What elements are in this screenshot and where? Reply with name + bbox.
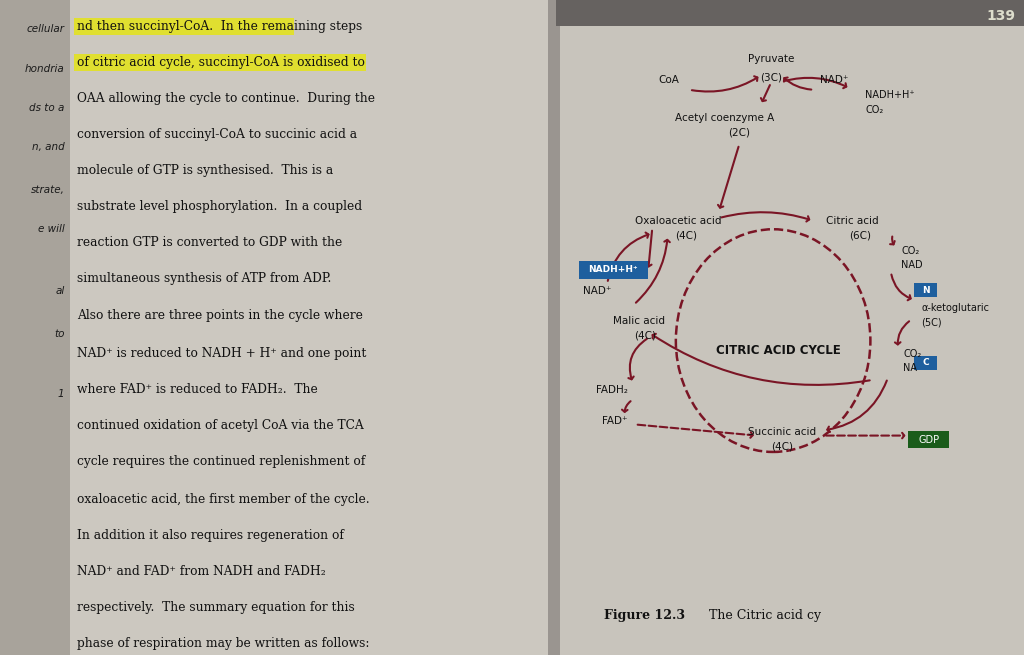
Text: CO₂: CO₂ [865, 105, 884, 115]
Text: α-ketoglutaric: α-ketoglutaric [922, 303, 989, 313]
Text: NAD⁺ is reduced to NADH + H⁺ and one point: NAD⁺ is reduced to NADH + H⁺ and one poi… [77, 347, 367, 360]
Text: (4C): (4C) [675, 231, 697, 241]
Text: Also there are three points in the cycle where: Also there are three points in the cycle… [77, 309, 362, 322]
Text: Oxaloacetic acid: Oxaloacetic acid [635, 216, 721, 227]
Text: NAD: NAD [901, 260, 923, 271]
Text: (4C): (4C) [771, 441, 794, 452]
Text: Figure 12.3: Figure 12.3 [604, 609, 685, 622]
Text: cellular: cellular [27, 24, 65, 35]
Bar [914, 283, 937, 297]
Text: ds to a: ds to a [29, 103, 65, 113]
Text: 139: 139 [987, 9, 1016, 24]
Text: Pyruvate: Pyruvate [748, 54, 795, 64]
Text: (6C): (6C) [849, 231, 871, 241]
Text: Acetyl coenzyme A: Acetyl coenzyme A [676, 113, 774, 123]
Bar [548, 0, 560, 655]
Text: hondria: hondria [25, 64, 65, 74]
Text: where FAD⁺ is reduced to FADH₂.  The: where FAD⁺ is reduced to FADH₂. The [77, 383, 317, 396]
Text: FAD⁺: FAD⁺ [602, 416, 627, 426]
Bar [556, 0, 1024, 26]
Text: Citric acid: Citric acid [825, 215, 879, 226]
Text: simultaneous synthesis of ATP from ADP.: simultaneous synthesis of ATP from ADP. [77, 272, 331, 285]
Text: Succinic acid: Succinic acid [749, 427, 816, 438]
Text: cycle requires the continued replenishment of: cycle requires the continued replenishme… [77, 455, 365, 468]
Bar [74, 54, 366, 71]
Text: In addition it also requires regeneration of: In addition it also requires regeneratio… [77, 529, 344, 542]
Text: n, and: n, and [32, 142, 65, 153]
Text: GDP: GDP [919, 434, 939, 445]
Text: continued oxidation of acetyl CoA via the TCA: continued oxidation of acetyl CoA via th… [77, 419, 364, 432]
Text: CoA: CoA [658, 75, 679, 85]
Text: NAD⁺: NAD⁺ [583, 286, 611, 297]
Text: NA: NA [903, 363, 918, 373]
Text: FADH₂: FADH₂ [596, 384, 629, 395]
Text: 1: 1 [58, 389, 65, 400]
Text: OAA allowing the cycle to continue.  During the: OAA allowing the cycle to continue. Duri… [77, 92, 375, 105]
Text: substrate level phosphorylation.  In a coupled: substrate level phosphorylation. In a co… [77, 200, 361, 213]
Text: nd then succinyl-CoA.  In the remaining steps: nd then succinyl-CoA. In the remaining s… [77, 20, 362, 33]
Text: NADH+H⁺: NADH+H⁺ [589, 265, 638, 274]
Bar [914, 356, 937, 370]
Text: NADH+H⁺: NADH+H⁺ [865, 90, 914, 100]
Bar [0, 0, 70, 655]
Text: Malic acid: Malic acid [613, 316, 665, 326]
Text: oxaloacetic acid, the first member of the cycle.: oxaloacetic acid, the first member of th… [77, 493, 370, 506]
Text: NAD⁺: NAD⁺ [820, 75, 849, 85]
Text: respectively.  The summary equation for this: respectively. The summary equation for t… [77, 601, 354, 614]
Text: CITRIC ACID CYCLE: CITRIC ACID CYCLE [716, 344, 841, 357]
Text: of citric acid cycle, succinyl-CoA is oxidised to: of citric acid cycle, succinyl-CoA is ox… [77, 56, 365, 69]
Text: NAD⁺ and FAD⁺ from NADH and FADH₂: NAD⁺ and FAD⁺ from NADH and FADH₂ [77, 565, 326, 578]
Bar [556, 0, 1024, 655]
Bar [74, 18, 294, 35]
Text: to: to [54, 329, 65, 339]
Text: CO₂: CO₂ [903, 348, 922, 359]
Text: phase of respiration may be written as follows:: phase of respiration may be written as f… [77, 637, 370, 650]
Text: strate,: strate, [31, 185, 65, 195]
Text: CO₂: CO₂ [901, 246, 920, 256]
Bar [579, 261, 648, 279]
Text: e will: e will [38, 224, 65, 234]
Text: (5C): (5C) [922, 318, 942, 328]
Text: (4C): (4C) [634, 330, 656, 341]
Text: (3C): (3C) [760, 72, 782, 83]
Text: (2C): (2C) [728, 127, 751, 138]
Text: molecule of GTP is synthesised.  This is a: molecule of GTP is synthesised. This is … [77, 164, 333, 177]
Text: reaction GTP is converted to GDP with the: reaction GTP is converted to GDP with th… [77, 236, 342, 249]
Bar [908, 431, 949, 448]
Text: C: C [923, 358, 929, 367]
Bar [70, 0, 556, 655]
Text: conversion of succinyl-CoA to succinic acid a: conversion of succinyl-CoA to succinic a… [77, 128, 357, 141]
Text: The Citric acid cy: The Citric acid cy [701, 609, 821, 622]
Text: al: al [55, 286, 65, 297]
Text: N: N [922, 286, 930, 295]
